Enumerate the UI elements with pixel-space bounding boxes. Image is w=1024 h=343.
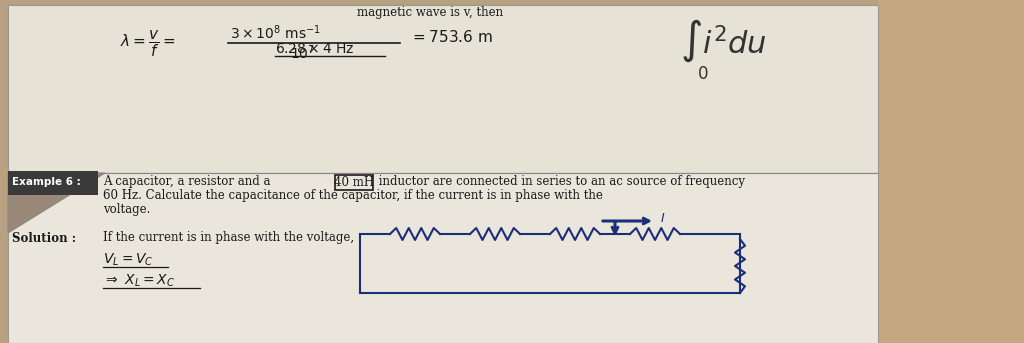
- Text: If the current is in phase with the voltage,: If the current is in phase with the volt…: [103, 232, 354, 245]
- Bar: [8, 5, 878, 173]
- Text: Solution :: Solution :: [12, 232, 76, 245]
- Text: inductor are connected in series to an ac source of frequency: inductor are connected in series to an a…: [375, 175, 745, 188]
- Text: magnetic wave is v, then: magnetic wave is v, then: [357, 6, 503, 19]
- Text: 40 mH: 40 mH: [334, 176, 374, 189]
- Bar: [878, 0, 1024, 343]
- Polygon shape: [8, 173, 105, 233]
- Text: voltage.: voltage.: [103, 202, 151, 215]
- Text: $6.28\times4\ \mathrm{Hz}$: $6.28\times4\ \mathrm{Hz}$: [275, 42, 354, 56]
- Text: $3\times10^{8}\ \mathrm{ms}^{-1}$: $3\times10^{8}\ \mathrm{ms}^{-1}$: [230, 23, 321, 42]
- Text: 60 Hz. Calculate the capacitance of the capacitor, if the current is in phase wi: 60 Hz. Calculate the capacitance of the …: [103, 189, 603, 201]
- Text: $\int i^{2}du$: $\int i^{2}du$: [680, 18, 767, 64]
- Text: $10^{7}$: $10^{7}$: [290, 43, 315, 62]
- Text: $0$: $0$: [697, 65, 709, 83]
- Text: A capacitor, a resistor and a: A capacitor, a resistor and a: [103, 175, 274, 188]
- Bar: [8, 173, 878, 343]
- Bar: [8, 171, 98, 195]
- Text: $V_L=V_C$: $V_L=V_C$: [103, 252, 154, 268]
- Text: $=753.6\ \mathrm{m}$: $=753.6\ \mathrm{m}$: [410, 29, 493, 45]
- Text: Example 6 :: Example 6 :: [12, 177, 81, 187]
- Bar: [335, 175, 373, 190]
- Text: $\Rightarrow\ X_L=X_C$: $\Rightarrow\ X_L=X_C$: [103, 273, 175, 289]
- Text: $\lambda=\dfrac{v}{f}=$: $\lambda=\dfrac{v}{f}=$: [120, 29, 175, 59]
- Text: $\mathit{I}$: $\mathit{I}$: [660, 213, 666, 225]
